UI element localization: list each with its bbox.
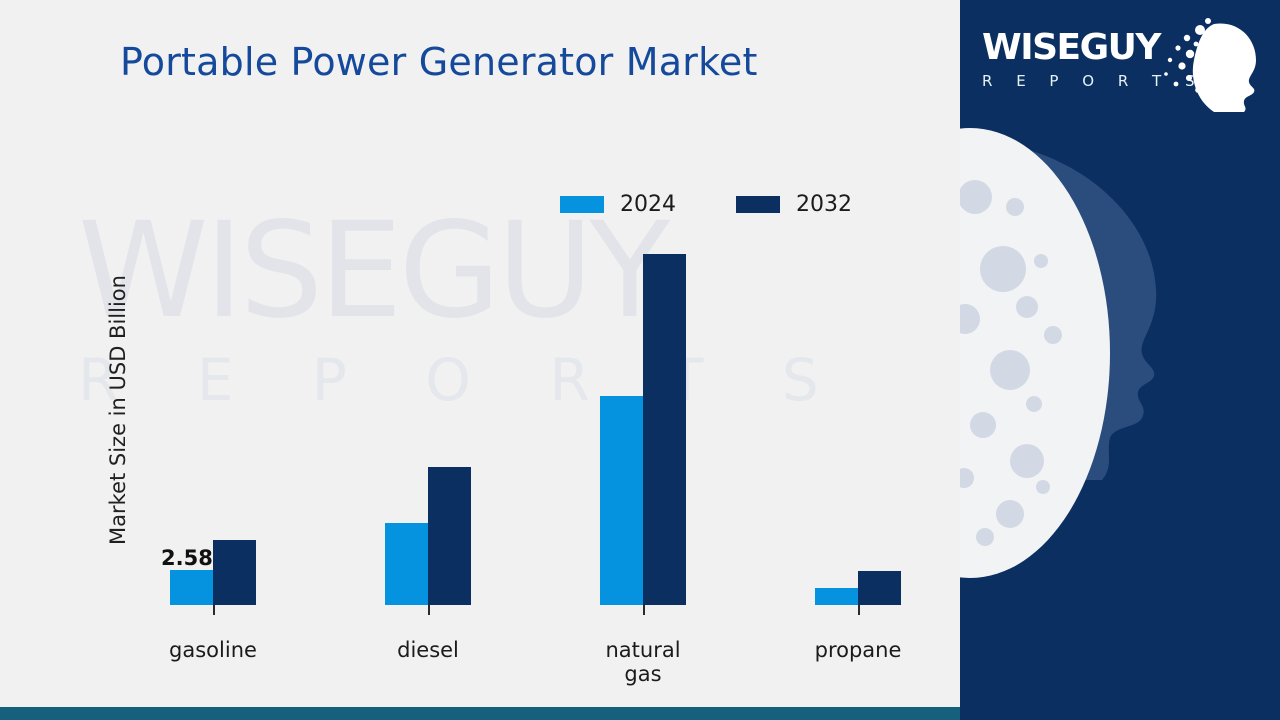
bar-diesel-2024[interactable] <box>385 523 428 605</box>
logo-head-profile-icon <box>1164 18 1256 112</box>
y-axis-label: Market Size in USD Billion <box>106 275 130 545</box>
bottom-accent-strip <box>0 707 960 720</box>
legend-item-2032[interactable]: 2032 <box>736 192 852 217</box>
brand-logo-subtext: R E P O R T S <box>982 72 1204 90</box>
axis-tick-gasoline <box>213 605 215 615</box>
brand-logo-text: WISEGUY <box>982 27 1161 68</box>
chart-legend: 2024 2032 <box>560 192 852 217</box>
bar-group-propane <box>815 185 902 605</box>
axis-label-propane: propane <box>814 638 902 662</box>
axis-label-diesel: diesel <box>397 638 459 662</box>
axis-tick-propane <box>858 605 860 615</box>
axis-label-natural-gas-line1: natural <box>605 638 681 662</box>
bar-value-gasoline-2024: 2.58 <box>161 546 213 570</box>
plot-area: 2.58 gasoline diesel natural gas <box>161 185 902 686</box>
legend-swatch-2024 <box>560 196 604 213</box>
bar-natural-gas-2024[interactable] <box>600 396 643 605</box>
chart-panel: WISEGUY R E P O R T S Portable Power Gen… <box>0 40 960 720</box>
bar-gasoline-2032[interactable] <box>213 540 256 605</box>
axis-label-natural-gas-line2: gas <box>624 662 662 686</box>
page-title: Portable Power Generator Market <box>120 40 758 84</box>
bar-group-diesel <box>385 185 472 605</box>
bar-natural-gas-2032[interactable] <box>643 254 686 605</box>
bar-diesel-2032[interactable] <box>428 467 471 605</box>
bar-propane-2024[interactable] <box>815 588 858 605</box>
bar-propane-2032[interactable] <box>858 571 901 605</box>
axis-label-gasoline: gasoline <box>169 638 257 662</box>
brand-panel: WISEGUY R E P O R T S <box>960 0 1280 720</box>
brand-logo: WISEGUY R E P O R T S <box>982 30 1262 89</box>
bar-group-natural-gas <box>600 185 687 605</box>
bar-gasoline-2024[interactable] <box>170 570 213 605</box>
axis-label-natural-gas: natural gas <box>563 638 723 686</box>
legend-label-2032: 2032 <box>796 192 852 217</box>
bar-group-gasoline <box>170 185 257 605</box>
legend-item-2024[interactable]: 2024 <box>560 192 676 217</box>
axis-tick-natural-gas <box>643 605 645 615</box>
legend-swatch-2032 <box>736 196 780 213</box>
legend-label-2024: 2024 <box>620 192 676 217</box>
axis-tick-diesel <box>428 605 430 615</box>
